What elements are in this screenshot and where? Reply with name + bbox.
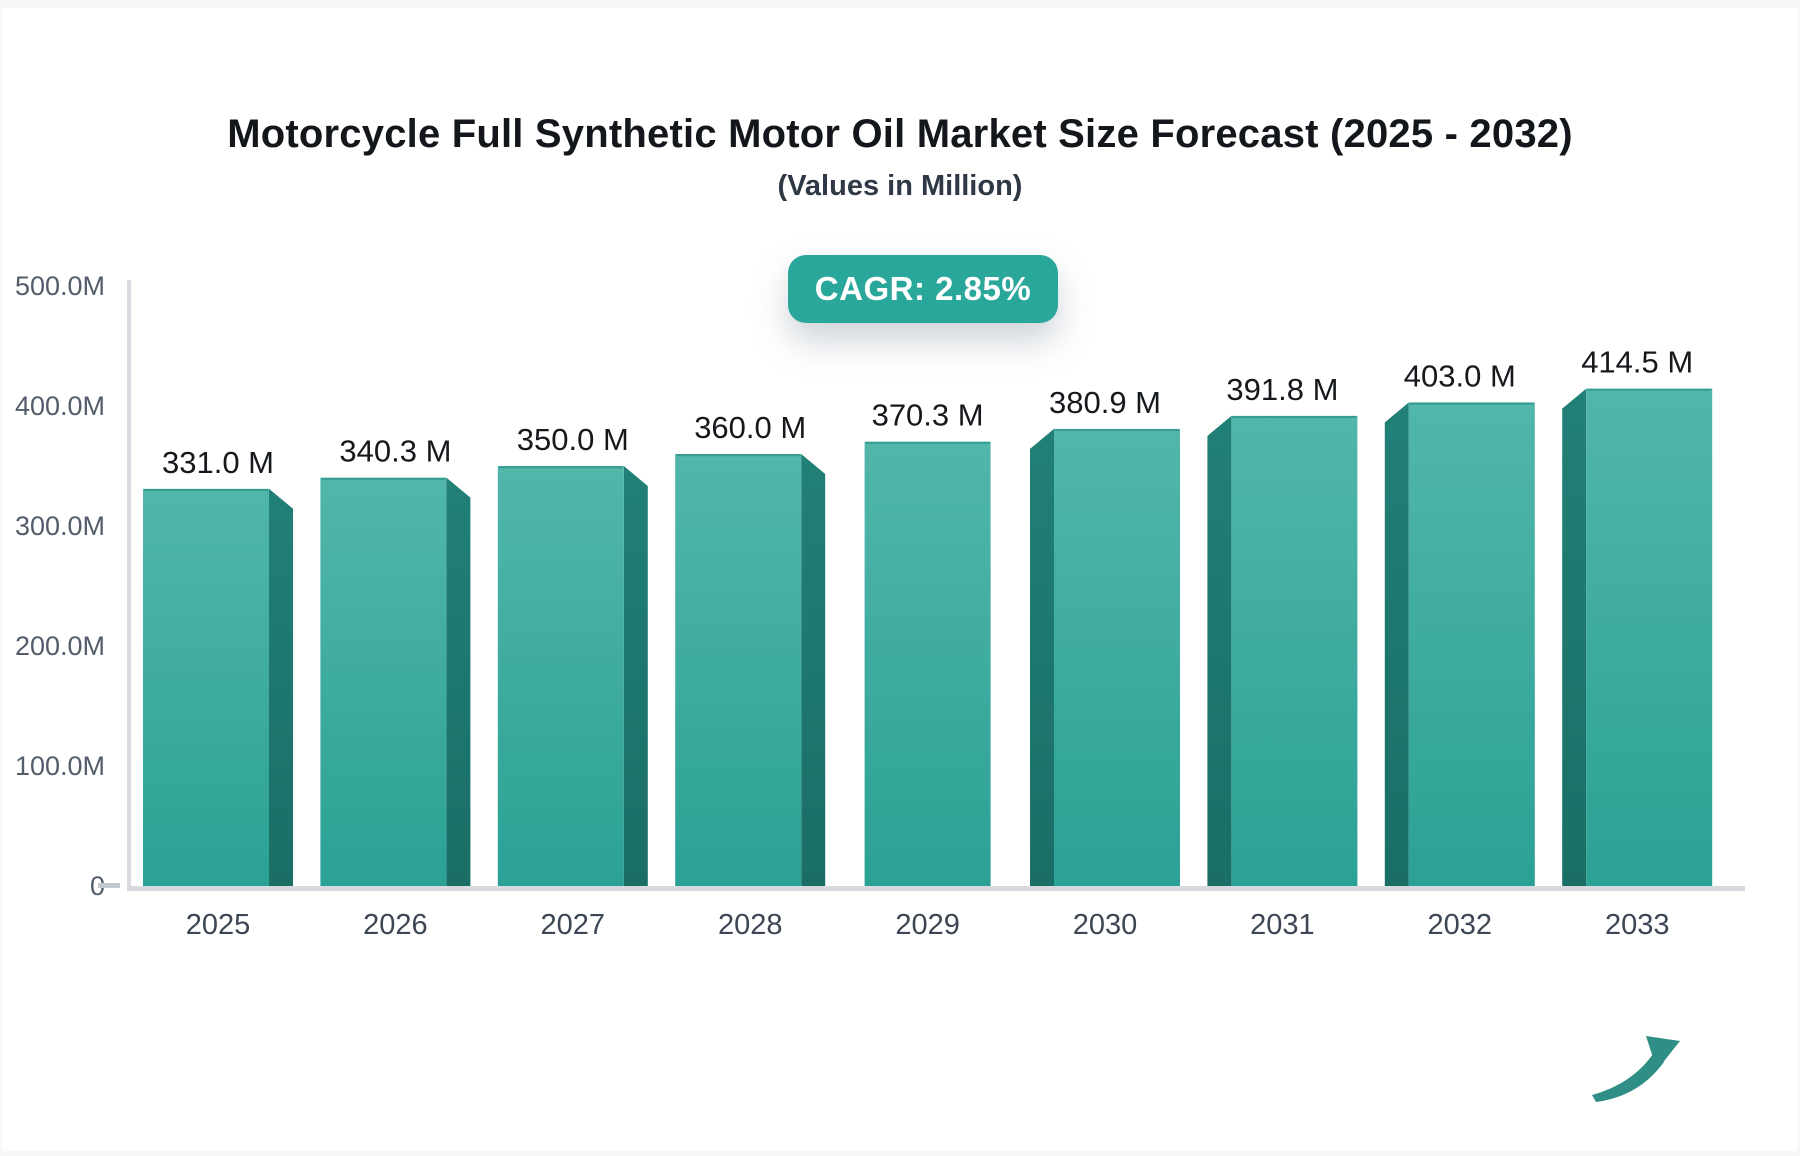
bar-group-2030: 380.9 M 2030 xyxy=(1030,385,1180,941)
bar-side-face xyxy=(1384,402,1409,886)
bar-side-face xyxy=(1030,428,1054,886)
x-axis-tick-label: 2025 xyxy=(186,909,251,941)
bar-group-2032: 403.0 M 2032 xyxy=(1384,358,1535,941)
bar-front-face xyxy=(864,441,991,886)
x-axis-tick-label: 2028 xyxy=(718,909,783,941)
bar-front-face xyxy=(675,454,802,886)
x-axis-tick-label: 2032 xyxy=(1428,909,1493,941)
bar-value-label: 340.3 M xyxy=(339,434,451,469)
bar-side-face xyxy=(801,454,826,886)
bar-side-face xyxy=(623,466,648,886)
y-axis-tick-label: 500.0M xyxy=(15,271,105,301)
y-axis-line xyxy=(127,280,131,890)
bar-group-2028: 360.0 M 2028 xyxy=(675,410,826,941)
y-axis-tick-label: 0 xyxy=(90,871,105,901)
bar-group-2027: 350.0 M 2027 xyxy=(497,422,648,941)
y-axis-zero-tick xyxy=(98,883,120,888)
x-axis-tick-label: 2030 xyxy=(1073,909,1138,941)
amr-logo-arrow-icon xyxy=(1592,1054,1664,1102)
chart-title: Motorcycle Full Synthetic Motor Oil Mark… xyxy=(227,112,1573,156)
amr-logo xyxy=(1592,1036,1680,1102)
bar-group-2031: 391.8 M 2031 xyxy=(1207,372,1358,941)
bar-value-label: 403.0 M xyxy=(1404,358,1516,393)
bar-front-face xyxy=(1586,388,1713,886)
bar-value-label: 380.9 M xyxy=(1049,385,1161,420)
x-axis-tick-label: 2027 xyxy=(541,909,606,941)
bar-front-face xyxy=(1408,402,1535,886)
y-axis-tick-label: 200.0M xyxy=(15,631,105,661)
x-axis-tick-label: 2026 xyxy=(363,909,428,941)
bar-value-label: 360.0 M xyxy=(694,410,806,445)
bar-side-face xyxy=(1207,415,1232,886)
bar-value-label: 391.8 M xyxy=(1226,372,1338,407)
bar-side-face xyxy=(446,477,471,886)
bar-value-label: 370.3 M xyxy=(872,398,984,433)
bar-group-2025: 331.0 M 2025 xyxy=(143,445,293,941)
bar-side-face xyxy=(269,488,293,886)
bar-group-2029: 370.3 M 2029 xyxy=(864,398,991,941)
bar-front-face xyxy=(320,477,447,886)
x-axis-tick-label: 2031 xyxy=(1250,909,1315,941)
x-axis-tick-label: 2029 xyxy=(895,909,960,941)
bar-front-face xyxy=(143,488,269,886)
bar-front-face xyxy=(1231,415,1358,886)
chart-subtitle: (Values in Million) xyxy=(777,170,1023,202)
y-axis-tick-label: 300.0M xyxy=(15,511,105,541)
x-axis-line xyxy=(127,886,1745,891)
bar-value-label: 331.0 M xyxy=(162,445,274,480)
x-axis-tick-label: 2033 xyxy=(1605,909,1670,941)
amr-logo-arrowhead-icon xyxy=(1646,1036,1680,1070)
y-axis-tick-label: 400.0M xyxy=(15,391,105,421)
bar-value-label: 350.0 M xyxy=(517,422,629,457)
cagr-badge: CAGR: 2.85% xyxy=(788,255,1058,323)
bar-value-label: 414.5 M xyxy=(1581,345,1693,380)
bar-front-face xyxy=(1054,428,1180,886)
bar-group-2033: 414.5 M 2033 xyxy=(1562,345,1713,941)
bar-group-2026: 340.3 M 2026 xyxy=(320,434,471,941)
y-axis-tick-label: 100.0M xyxy=(15,751,105,781)
bar-front-face xyxy=(497,466,624,886)
bar-side-face xyxy=(1562,388,1587,886)
